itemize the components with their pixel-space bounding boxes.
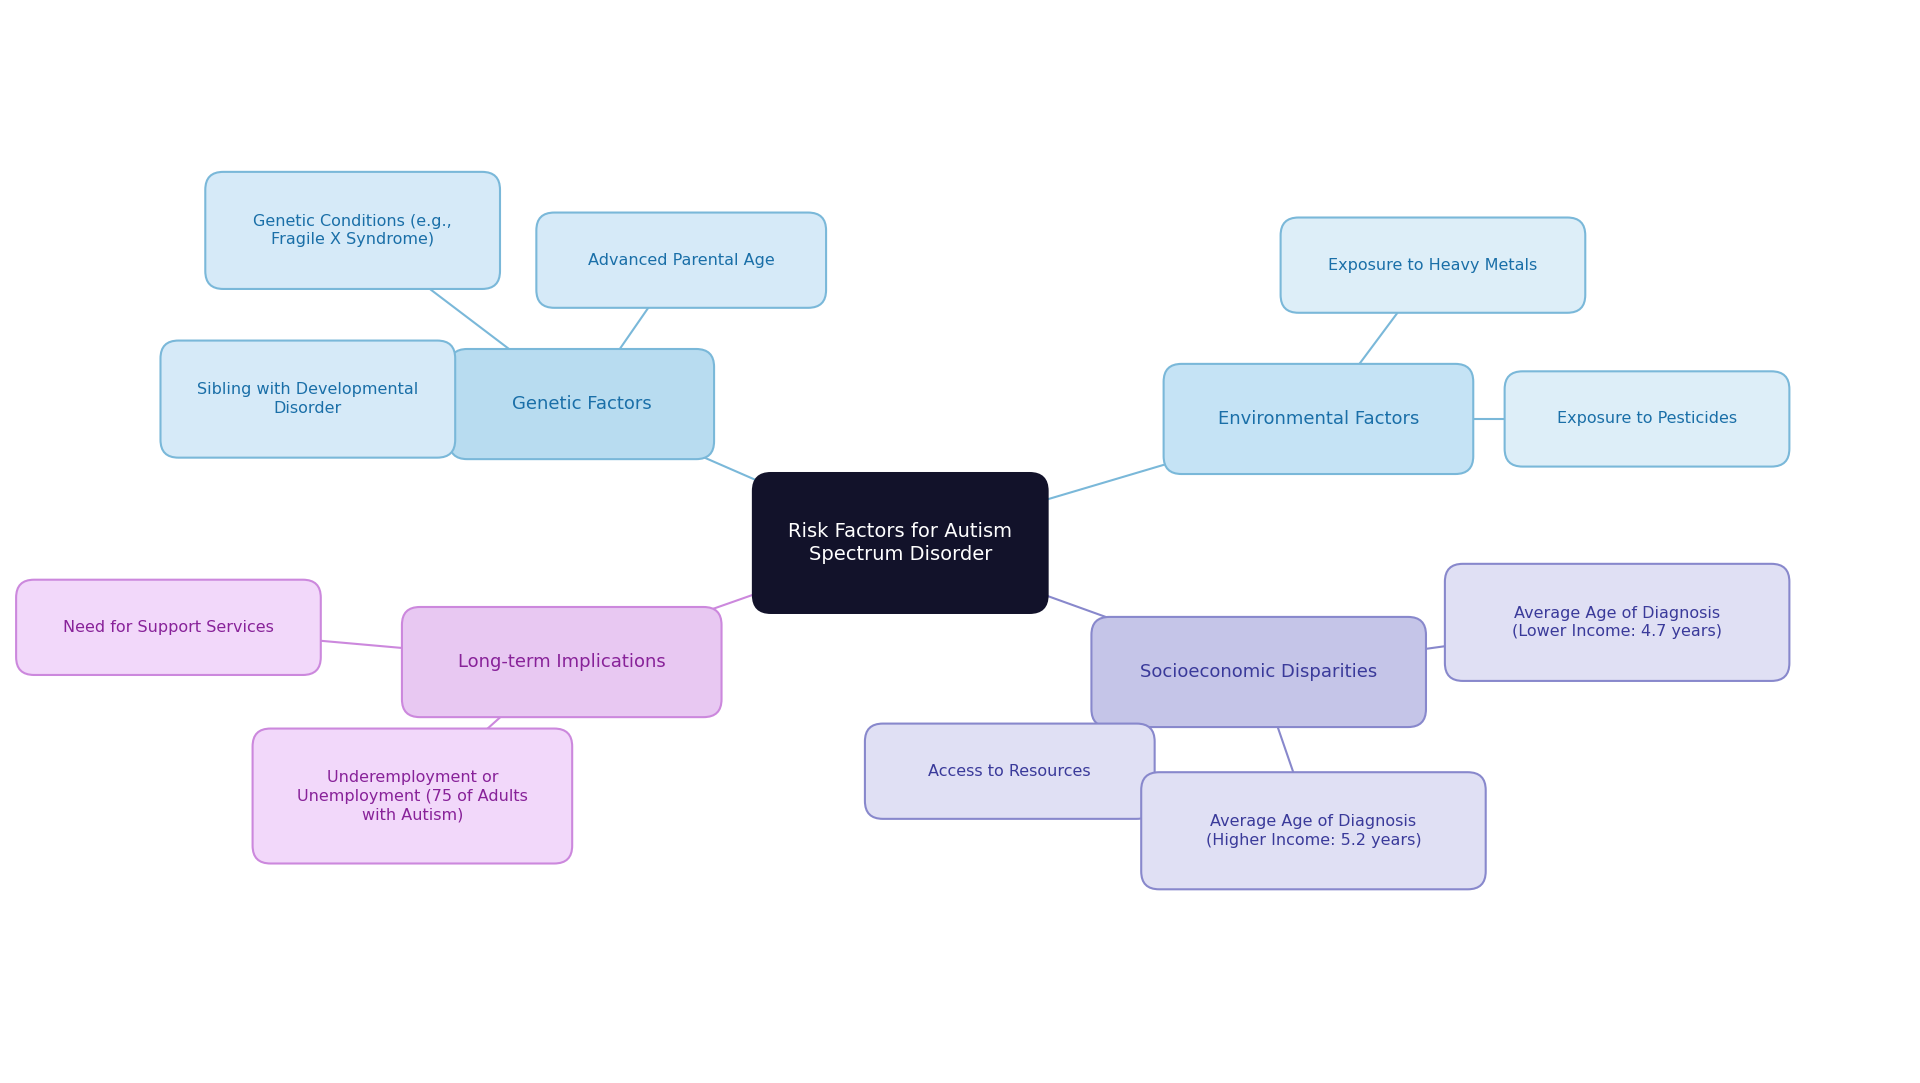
- FancyBboxPatch shape: [205, 172, 499, 289]
- Text: Sibling with Developmental
Disorder: Sibling with Developmental Disorder: [198, 382, 419, 416]
- Text: Socioeconomic Disparities: Socioeconomic Disparities: [1140, 663, 1377, 681]
- Text: Risk Factors for Autism
Spectrum Disorder: Risk Factors for Autism Spectrum Disorde…: [789, 522, 1012, 564]
- FancyBboxPatch shape: [161, 340, 455, 458]
- FancyBboxPatch shape: [1091, 617, 1427, 727]
- FancyBboxPatch shape: [1505, 371, 1789, 467]
- Text: Genetic Conditions (e.g.,
Fragile X Syndrome): Genetic Conditions (e.g., Fragile X Synd…: [253, 213, 451, 247]
- Text: Underemployment or
Unemployment (75 of Adults
with Autism): Underemployment or Unemployment (75 of A…: [298, 770, 528, 822]
- Text: Genetic Factors: Genetic Factors: [513, 395, 651, 413]
- Text: Access to Resources: Access to Resources: [929, 764, 1091, 779]
- FancyBboxPatch shape: [536, 212, 826, 308]
- FancyBboxPatch shape: [753, 473, 1048, 613]
- FancyBboxPatch shape: [1446, 564, 1789, 681]
- Text: Average Age of Diagnosis
(Higher Income: 5.2 years): Average Age of Diagnosis (Higher Income:…: [1206, 814, 1421, 848]
- FancyBboxPatch shape: [1281, 218, 1586, 313]
- FancyBboxPatch shape: [1164, 364, 1473, 474]
- FancyBboxPatch shape: [449, 349, 714, 459]
- FancyBboxPatch shape: [253, 729, 572, 863]
- FancyBboxPatch shape: [401, 606, 722, 717]
- Text: Average Age of Diagnosis
(Lower Income: 4.7 years): Average Age of Diagnosis (Lower Income: …: [1513, 605, 1722, 639]
- FancyBboxPatch shape: [1140, 772, 1486, 889]
- Text: Environmental Factors: Environmental Factors: [1217, 410, 1419, 428]
- Text: Exposure to Heavy Metals: Exposure to Heavy Metals: [1329, 258, 1538, 273]
- FancyBboxPatch shape: [15, 579, 321, 675]
- Text: Long-term Implications: Long-term Implications: [457, 653, 666, 671]
- FancyBboxPatch shape: [864, 723, 1154, 819]
- Text: Need for Support Services: Need for Support Services: [63, 619, 275, 635]
- Text: Advanced Parental Age: Advanced Parental Age: [588, 252, 774, 268]
- Text: Exposure to Pesticides: Exposure to Pesticides: [1557, 412, 1738, 427]
